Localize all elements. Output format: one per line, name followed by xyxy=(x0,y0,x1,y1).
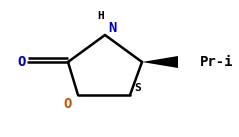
Text: O: O xyxy=(64,97,72,111)
Text: N: N xyxy=(108,21,116,35)
Text: H: H xyxy=(98,11,104,21)
Text: Pr-i: Pr-i xyxy=(200,55,234,69)
Text: S: S xyxy=(135,83,141,93)
Text: O: O xyxy=(18,55,26,69)
Polygon shape xyxy=(142,56,178,68)
